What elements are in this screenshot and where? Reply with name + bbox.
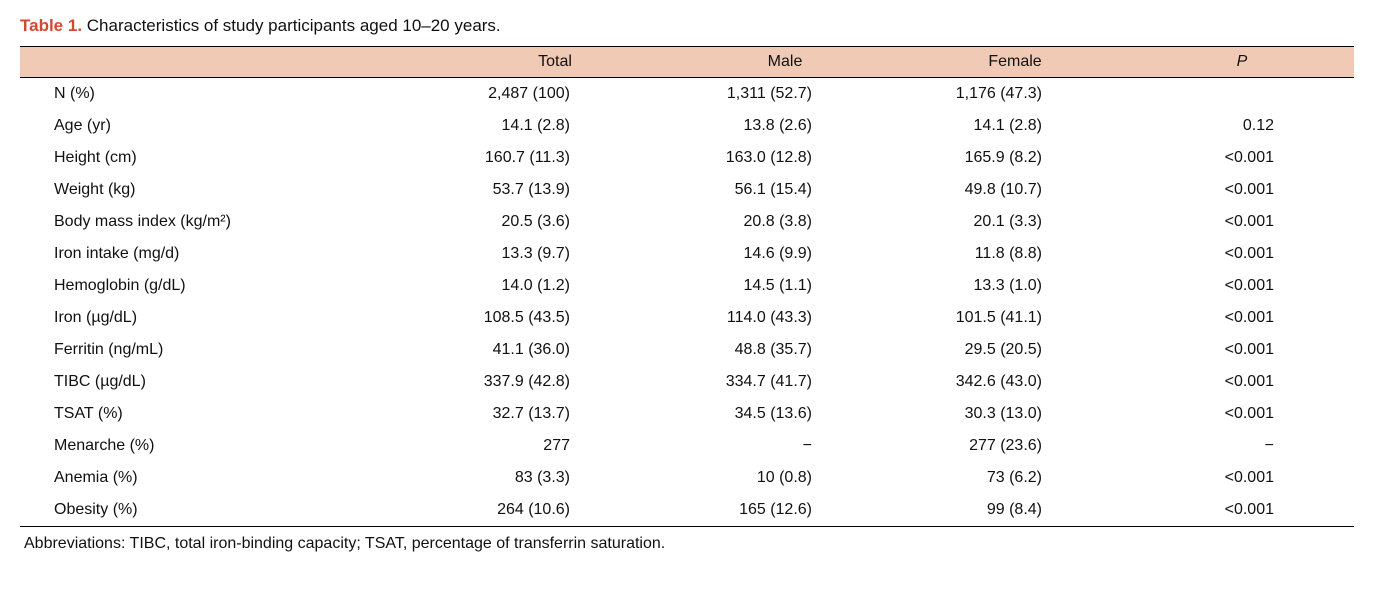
col-header-total: Total [440, 47, 670, 78]
cell-p: <0.001 [1130, 462, 1354, 494]
table-row: Weight (kg)53.7 (13.9)56.1 (15.4)49.8 (1… [20, 174, 1354, 206]
cell-male: 14.6 (9.9) [670, 238, 900, 270]
table-row: Age (yr)14.1 (2.8)13.8 (2.6)14.1 (2.8)0.… [20, 110, 1354, 142]
table-row: Obesity (%)264 (10.6)165 (12.6)99 (8.4)<… [20, 494, 1354, 527]
cell-p: <0.001 [1130, 494, 1354, 527]
cell-p: − [1130, 430, 1354, 462]
cell-total: 20.5 (3.6) [440, 206, 670, 238]
row-label: N (%) [20, 78, 440, 111]
table-row: Iron intake (mg/d)13.3 (9.7)14.6 (9.9)11… [20, 238, 1354, 270]
cell-male: 56.1 (15.4) [670, 174, 900, 206]
cell-female: 20.1 (3.3) [900, 206, 1130, 238]
table-row: Hemoglobin (g/dL)14.0 (1.2)14.5 (1.1)13.… [20, 270, 1354, 302]
col-header-label [20, 47, 440, 78]
cell-total: 14.0 (1.2) [440, 270, 670, 302]
row-label: TSAT (%) [20, 398, 440, 430]
cell-p: <0.001 [1130, 334, 1354, 366]
table-row: Height (cm)160.7 (11.3)163.0 (12.8)165.9… [20, 142, 1354, 174]
cell-p: <0.001 [1130, 366, 1354, 398]
table-container: Table 1. Characteristics of study partic… [20, 16, 1354, 553]
cell-p: 0.12 [1130, 110, 1354, 142]
cell-p: <0.001 [1130, 302, 1354, 334]
row-label: Height (cm) [20, 142, 440, 174]
cell-total: 337.9 (42.8) [440, 366, 670, 398]
table-caption-text: Characteristics of study participants ag… [82, 16, 501, 35]
cell-female: 11.8 (8.8) [900, 238, 1130, 270]
col-header-male: Male [670, 47, 900, 78]
row-label: Obesity (%) [20, 494, 440, 527]
cell-p: <0.001 [1130, 206, 1354, 238]
cell-total: 41.1 (36.0) [440, 334, 670, 366]
cell-female: 49.8 (10.7) [900, 174, 1130, 206]
col-header-female: Female [900, 47, 1130, 78]
cell-male: 1,311 (52.7) [670, 78, 900, 111]
table-caption: Table 1. Characteristics of study partic… [20, 16, 1354, 36]
cell-female: 101.5 (41.1) [900, 302, 1130, 334]
col-header-p: P [1130, 47, 1354, 78]
cell-total: 83 (3.3) [440, 462, 670, 494]
cell-female: 30.3 (13.0) [900, 398, 1130, 430]
table-row: Anemia (%)83 (3.3)10 (0.8)73 (6.2)<0.001 [20, 462, 1354, 494]
cell-female: 1,176 (47.3) [900, 78, 1130, 111]
row-label: Age (yr) [20, 110, 440, 142]
cell-p [1130, 78, 1354, 111]
characteristics-table: Total Male Female P N (%)2,487 (100)1,31… [20, 46, 1354, 527]
row-label: Hemoglobin (g/dL) [20, 270, 440, 302]
cell-p: <0.001 [1130, 142, 1354, 174]
row-label: Menarche (%) [20, 430, 440, 462]
row-label: TIBC (µg/dL) [20, 366, 440, 398]
cell-p: <0.001 [1130, 270, 1354, 302]
cell-male: 34.5 (13.6) [670, 398, 900, 430]
cell-male: 20.8 (3.8) [670, 206, 900, 238]
row-label: Iron (µg/dL) [20, 302, 440, 334]
cell-male: 114.0 (43.3) [670, 302, 900, 334]
cell-female: 342.6 (43.0) [900, 366, 1130, 398]
cell-male: 13.8 (2.6) [670, 110, 900, 142]
row-label: Ferritin (ng/mL) [20, 334, 440, 366]
cell-female: 99 (8.4) [900, 494, 1130, 527]
cell-female: 14.1 (2.8) [900, 110, 1130, 142]
cell-female: 165.9 (8.2) [900, 142, 1130, 174]
cell-male: − [670, 430, 900, 462]
cell-p: <0.001 [1130, 238, 1354, 270]
cell-total: 13.3 (9.7) [440, 238, 670, 270]
cell-male: 334.7 (41.7) [670, 366, 900, 398]
row-label: Iron intake (mg/d) [20, 238, 440, 270]
cell-total: 108.5 (43.5) [440, 302, 670, 334]
cell-p: <0.001 [1130, 398, 1354, 430]
table-row: Iron (µg/dL)108.5 (43.5)114.0 (43.3)101.… [20, 302, 1354, 334]
row-label: Anemia (%) [20, 462, 440, 494]
cell-total: 53.7 (13.9) [440, 174, 670, 206]
cell-female: 73 (6.2) [900, 462, 1130, 494]
table-header-row: Total Male Female P [20, 47, 1354, 78]
table-row: N (%)2,487 (100)1,311 (52.7)1,176 (47.3) [20, 78, 1354, 111]
row-label: Body mass index (kg/m²) [20, 206, 440, 238]
cell-female: 13.3 (1.0) [900, 270, 1130, 302]
table-row: Menarche (%)277−277 (23.6)− [20, 430, 1354, 462]
table-label: Table 1. [20, 16, 82, 35]
cell-female: 277 (23.6) [900, 430, 1130, 462]
cell-total: 160.7 (11.3) [440, 142, 670, 174]
cell-male: 14.5 (1.1) [670, 270, 900, 302]
row-label: Weight (kg) [20, 174, 440, 206]
table-row: TSAT (%)32.7 (13.7)34.5 (13.6)30.3 (13.0… [20, 398, 1354, 430]
table-row: Body mass index (kg/m²)20.5 (3.6)20.8 (3… [20, 206, 1354, 238]
cell-total: 32.7 (13.7) [440, 398, 670, 430]
table-footnote: Abbreviations: TIBC, total iron-binding … [20, 527, 1354, 553]
table-row: TIBC (µg/dL)337.9 (42.8)334.7 (41.7)342.… [20, 366, 1354, 398]
cell-total: 277 [440, 430, 670, 462]
cell-male: 10 (0.8) [670, 462, 900, 494]
cell-male: 48.8 (35.7) [670, 334, 900, 366]
cell-male: 165 (12.6) [670, 494, 900, 527]
cell-female: 29.5 (20.5) [900, 334, 1130, 366]
cell-p: <0.001 [1130, 174, 1354, 206]
cell-male: 163.0 (12.8) [670, 142, 900, 174]
cell-total: 2,487 (100) [440, 78, 670, 111]
cell-total: 14.1 (2.8) [440, 110, 670, 142]
table-body: N (%)2,487 (100)1,311 (52.7)1,176 (47.3)… [20, 78, 1354, 527]
table-row: Ferritin (ng/mL)41.1 (36.0)48.8 (35.7)29… [20, 334, 1354, 366]
cell-total: 264 (10.6) [440, 494, 670, 527]
